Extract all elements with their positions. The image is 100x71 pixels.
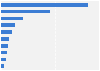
Bar <box>1 64 4 68</box>
Bar <box>1 37 9 41</box>
Bar <box>1 23 15 27</box>
Bar <box>1 17 23 20</box>
Bar <box>1 44 8 48</box>
Bar <box>1 58 6 61</box>
Bar <box>1 3 88 7</box>
Bar <box>1 10 50 13</box>
Bar <box>1 51 7 54</box>
Bar <box>1 30 12 34</box>
